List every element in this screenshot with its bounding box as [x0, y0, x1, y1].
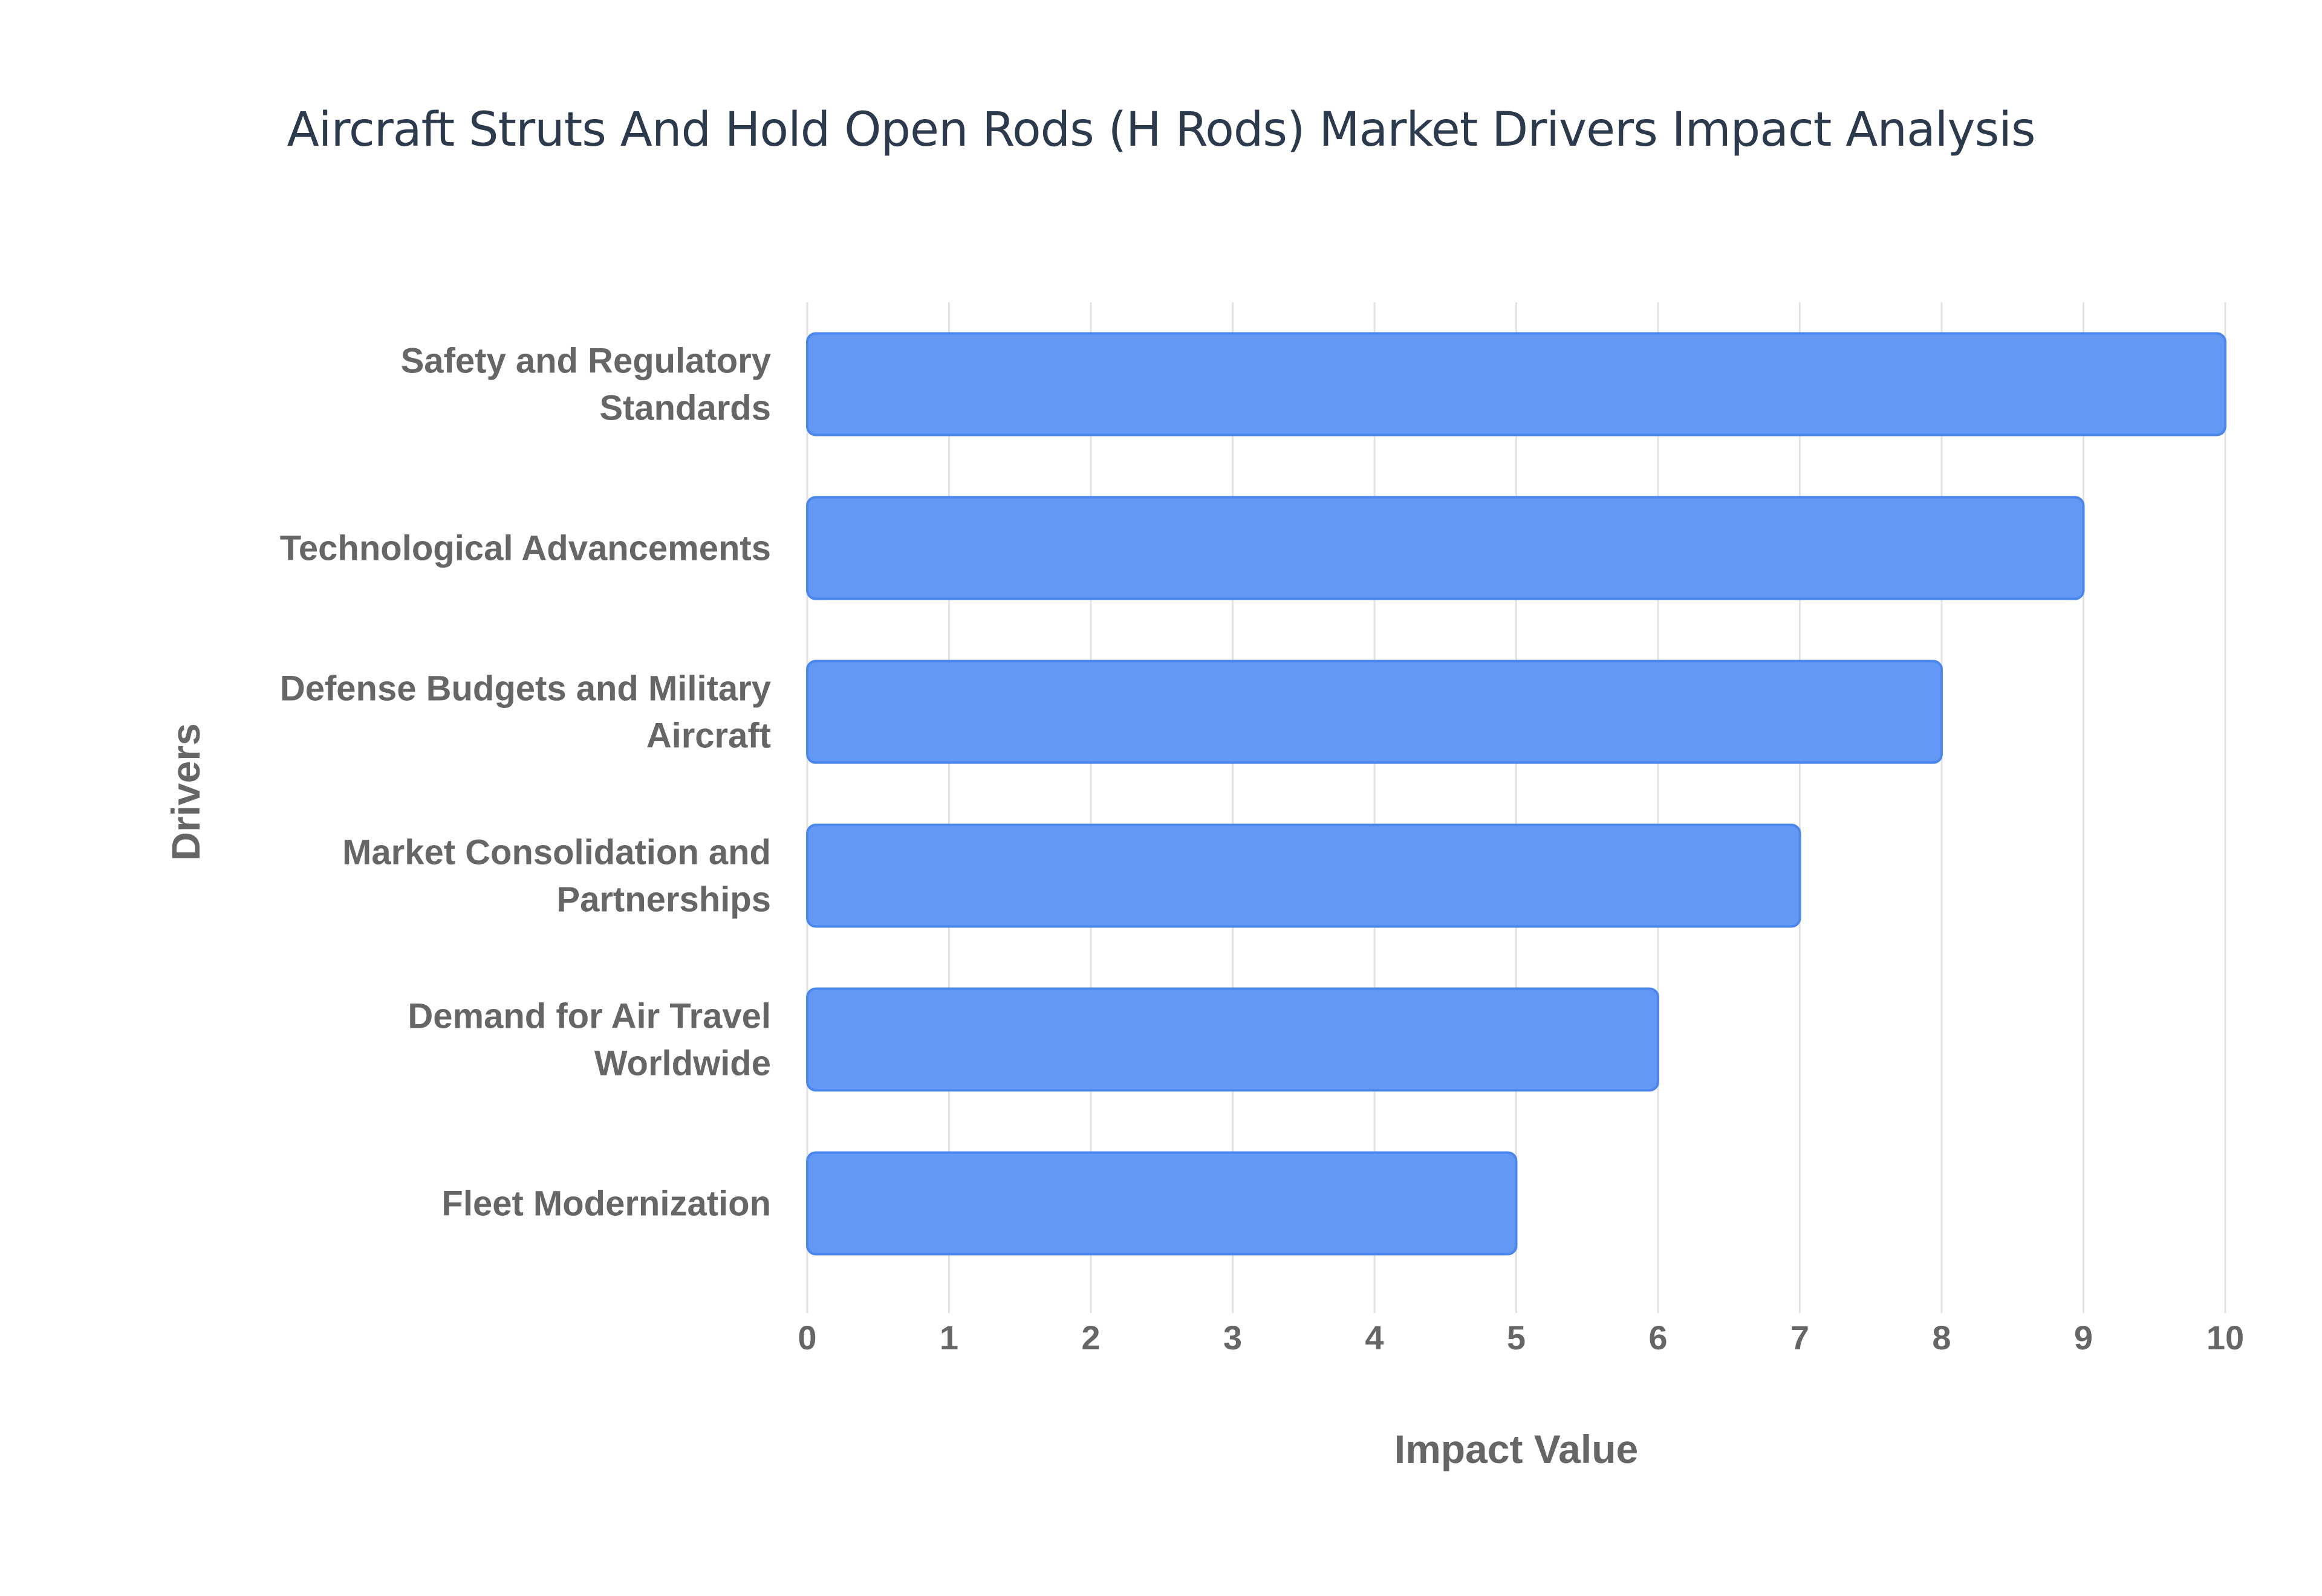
bar [806, 987, 1659, 1092]
category-label: Partnerships [556, 880, 771, 920]
x-tick-label: 6 [1648, 1319, 1667, 1357]
chart-title: Aircraft Struts And Hold Open Rods (H Ro… [287, 103, 2035, 157]
bar-layer [806, 332, 2226, 1256]
bar [806, 660, 1943, 764]
category-label: Market Consolidation and [342, 833, 771, 872]
x-tick-label: 10 [2207, 1319, 2244, 1357]
x-axis-title: Impact Value [1394, 1427, 1639, 1471]
y-axis-title: Drivers [163, 723, 208, 861]
category-label: Safety and Regulatory [401, 342, 771, 381]
x-tick-label: 3 [1223, 1319, 1242, 1357]
x-tick-label: 4 [1365, 1319, 1384, 1357]
x-tick-label: 5 [1507, 1319, 1526, 1357]
x-tick-layer: 0 1 2 3 4 5 6 7 8 9 10 [798, 1319, 2244, 1357]
x-tick-label: 8 [1932, 1319, 1951, 1357]
x-tick-label: 2 [1081, 1319, 1100, 1357]
category-label: Technological Advancements [280, 529, 771, 568]
category-label: Worldwide [594, 1044, 771, 1083]
category-label: Defense Budgets and Military [280, 669, 771, 709]
bar [806, 823, 1801, 928]
bar [806, 332, 2226, 436]
category-label: Standards [599, 389, 771, 428]
category-label: Demand for Air Travel [408, 997, 771, 1036]
bar [806, 496, 2085, 600]
x-tick-label: 7 [1790, 1319, 1809, 1357]
x-tick-label: 1 [940, 1319, 958, 1357]
category-label-layer: Safety and Regulatory Standards Technologi… [280, 342, 771, 1224]
bar [806, 1151, 1518, 1256]
x-tick-label: 0 [798, 1319, 816, 1357]
x-tick-label: 9 [2074, 1319, 2093, 1357]
category-label: Aircraft [646, 716, 771, 756]
grid-layer [806, 302, 2226, 1313]
category-label: Fleet Modernization [441, 1184, 771, 1224]
